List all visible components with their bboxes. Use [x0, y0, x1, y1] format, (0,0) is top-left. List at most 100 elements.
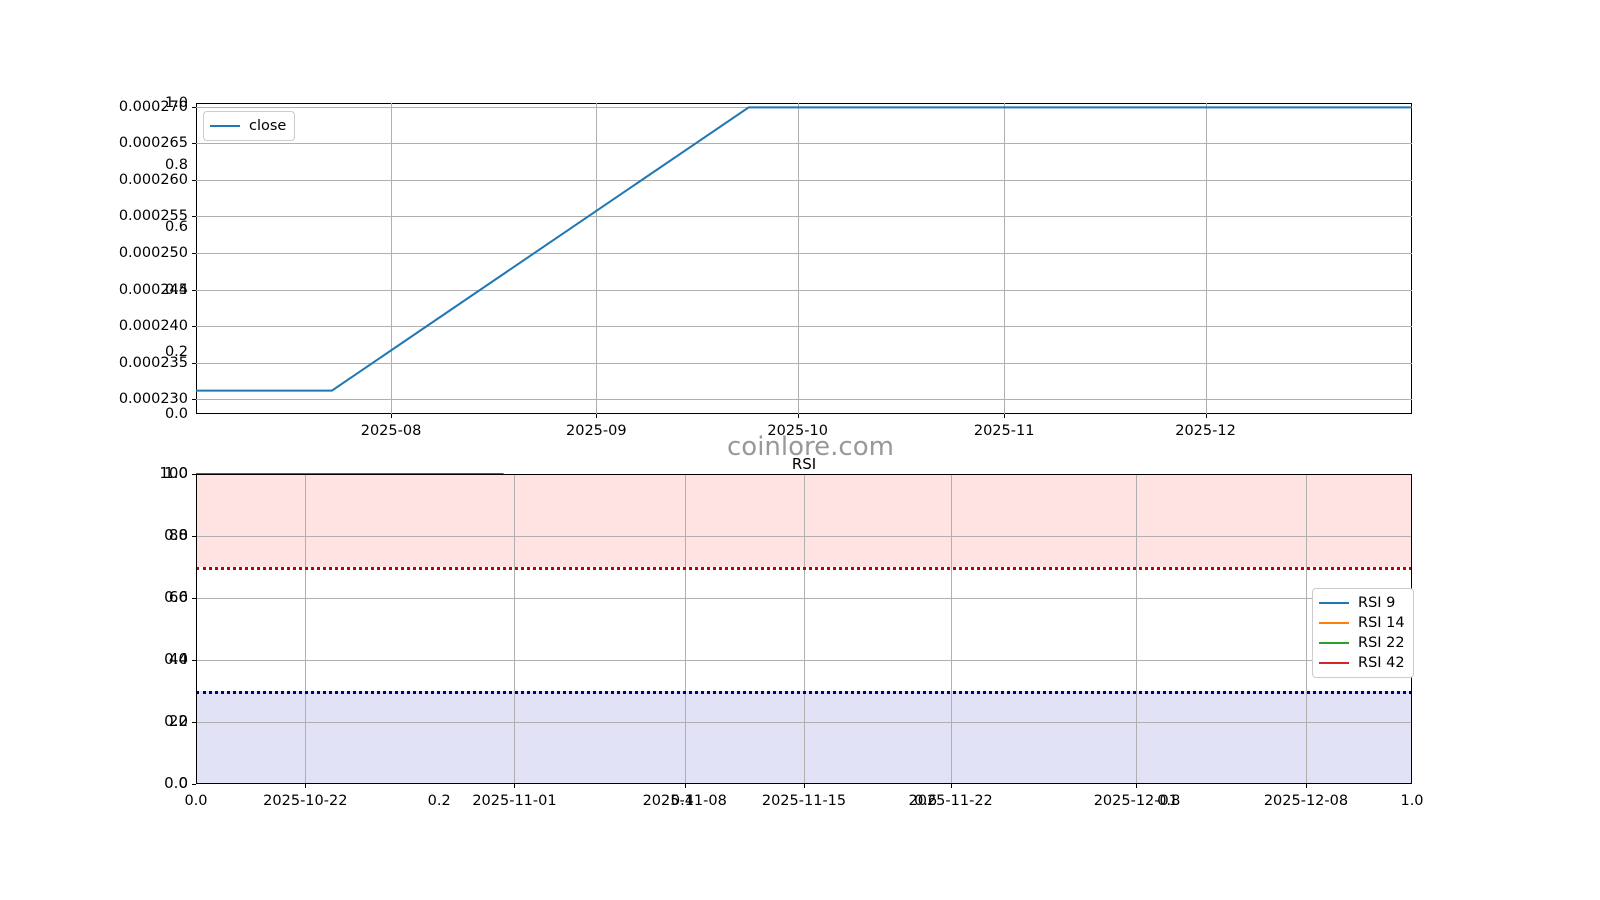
price-x-tickmark [596, 414, 598, 418]
price-line-plot [196, 106, 1412, 392]
price-y-ticklabel: 0.000230 [118, 391, 188, 408]
rsi-x-ticklabel: 2025-11-15 [761, 793, 847, 809]
rsi-x-ticklabel: 2025-12-08 [1263, 793, 1349, 809]
rsi-y-overlay-ticklabel: 0.6 [164, 588, 188, 606]
price-y-tickmark [192, 216, 196, 218]
rsi-legend-swatch [1319, 622, 1349, 624]
price-gridline-vertical [1004, 103, 1006, 414]
rsi-y-tickmark [192, 536, 196, 537]
rsi-y-tickmark [192, 660, 196, 661]
price-y-overlay-ticklabel: 1.0 [164, 95, 188, 111]
price-axes-spine-bottom [196, 413, 1412, 414]
rsi-gridline-vertical [305, 474, 307, 784]
rsi-y-tickmark [192, 784, 196, 785]
rsi-legend-item[interactable]: RSI 42 [1319, 653, 1405, 673]
price-chart-legend[interactable]: close [203, 111, 296, 141]
rsi-legend-swatch [1319, 662, 1349, 664]
rsi-x-ticklabel: 2025-11-08 [642, 793, 727, 809]
rsi-x-overlay-ticklabel: 1.0 [1400, 793, 1424, 809]
rsi-x-overlay-ticklabel: 0.0 [184, 793, 208, 809]
rsi-legend-item[interactable]: RSI 9 [1319, 593, 1405, 613]
price-y-ticklabel: 0.000245 [118, 281, 188, 298]
rsi-legend-label: RSI 42 [1358, 655, 1405, 671]
rsi-oversold-threshold-line [196, 691, 1412, 694]
price-gridline-vertical [797, 103, 799, 414]
rsi-y-tickmark [192, 598, 196, 599]
rsi-overbought-threshold-line [196, 567, 1412, 570]
rsi-gridline-vertical [1135, 474, 1137, 784]
rsi-gridline-vertical [1305, 474, 1307, 784]
rsi-panel-title: RSI [791, 455, 817, 473]
price-y-overlay-ticklabel: 0.8 [164, 157, 188, 174]
price-x-ticklabel: 2025-09 [566, 423, 627, 439]
rsi-x-overlay-ticklabel: 0.6 [914, 793, 938, 809]
rsi-chart-axes [192, 473, 1412, 788]
rsi-axes-spine-left [196, 474, 197, 784]
price-gridline [196, 179, 1412, 181]
price-axes-spine-top [196, 103, 1412, 104]
rsi-y-ticklabel: 0 [178, 774, 188, 792]
price-y-overlay-ticklabel: 0.0 [164, 406, 188, 422]
rsi-y-overlay-ticklabel: 0.4 [164, 650, 188, 668]
rsi-x-ticklabel: 2025-11-01 [472, 793, 557, 809]
price-y-tickmark [192, 253, 196, 254]
rsi-legend-swatch [1319, 642, 1349, 644]
rsi-y-overlay-ticklabel: 1.0 [164, 464, 188, 482]
rsi-axes-spine-bottom [196, 783, 1412, 784]
rsi-x-tickmark [1135, 784, 1137, 788]
price-x-ticklabel: 2025-08 [360, 423, 422, 439]
rsi-x-overlay-ticklabel: 0.4 [670, 793, 694, 809]
price-chart-axes [192, 103, 1412, 418]
price-y-overlay-ticklabel: 0.4 [164, 281, 188, 298]
rsi-legend-label: RSI 9 [1358, 595, 1396, 611]
rsi-legend-swatch [1319, 602, 1349, 604]
rsi-x-ticklabel: 2025-12-01 [1093, 793, 1178, 809]
price-y-ticklabel: 0.000250 [118, 245, 188, 261]
price-gridline [196, 253, 1412, 254]
price-y-ticklabel: 0.000265 [118, 135, 188, 152]
rsi-chart-legend[interactable]: RSI 9 RSI 14 RSI 22 RSI 42 [1312, 588, 1414, 678]
price-gridline [196, 143, 1412, 145]
rsi-y-ticklabel: 20 [168, 712, 188, 730]
rsi-legend-item[interactable]: RSI 14 [1319, 613, 1405, 633]
price-y-overlay-ticklabel: 0.6 [164, 219, 188, 236]
rsi-y-ticklabel: 100 [159, 464, 188, 482]
price-y-tickmark [192, 362, 196, 364]
rsi-y-ticklabel: 40 [168, 650, 188, 668]
price-y-tickmark [192, 289, 196, 291]
rsi-y-overlay-ticklabel: 0.2 [164, 712, 188, 730]
rsi-legend-item[interactable]: RSI 22 [1319, 633, 1405, 653]
rsi-gridline-vertical [950, 474, 952, 784]
rsi-gridline-vertical [804, 474, 805, 784]
price-x-ticklabel: 2025-11 [973, 423, 1035, 439]
rsi-x-tickmark [804, 784, 805, 788]
price-gridline-vertical [391, 103, 393, 414]
price-gridline [196, 399, 1412, 401]
rsi-y-ticklabel: 60 [168, 588, 188, 606]
rsi-x-tickmark [1305, 784, 1307, 788]
rsi-gridline-vertical [514, 474, 516, 784]
rsi-gridline-vertical [684, 474, 686, 784]
price-legend-swatch [210, 125, 240, 127]
rsi-legend-label: RSI 22 [1358, 635, 1405, 651]
price-gridline [196, 326, 1412, 328]
rsi-x-overlay-ticklabel: 0.8 [1157, 793, 1181, 809]
price-gridline [196, 216, 1412, 218]
price-x-tickmark [391, 414, 393, 418]
rsi-legend-label: RSI 14 [1358, 615, 1405, 631]
rsi-line-plot [196, 473, 504, 475]
rsi-y-overlay-ticklabel: 0.0 [164, 774, 188, 792]
price-legend-item[interactable]: close [210, 116, 286, 136]
price-x-ticklabel: 2025-10 [767, 423, 828, 439]
price-gridline-vertical [596, 103, 598, 414]
price-gridline [196, 362, 1412, 364]
price-x-tickmark [797, 414, 799, 418]
price-y-tickmark [192, 106, 196, 108]
rsi-x-tickmark [514, 784, 516, 788]
rsi-y-tickmark [192, 474, 196, 475]
rsi-y-ticklabel: 80 [168, 526, 188, 544]
rsi-x-tickmark [950, 784, 952, 788]
price-y-tickmark [192, 179, 196, 181]
price-axes-spine-right [1411, 103, 1412, 414]
